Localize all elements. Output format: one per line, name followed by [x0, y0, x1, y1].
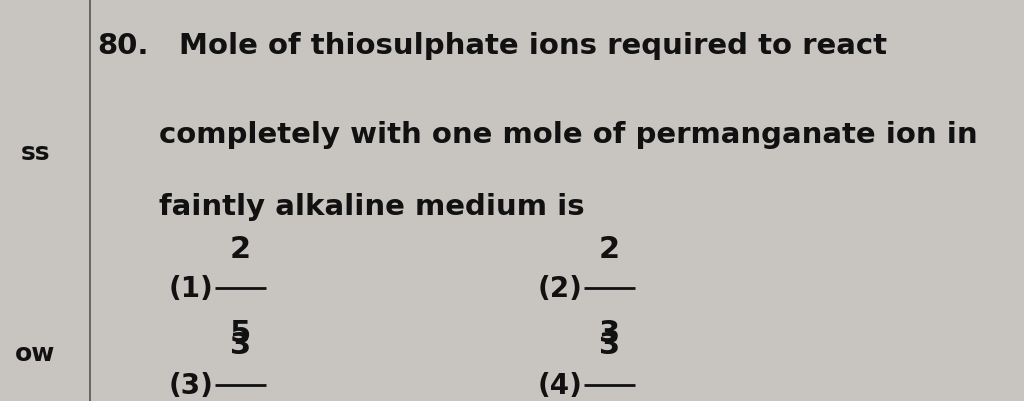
Text: ss: ss: [20, 140, 50, 164]
Text: 3: 3: [599, 318, 620, 347]
Text: (1): (1): [169, 275, 214, 303]
Text: (4): (4): [538, 371, 583, 399]
Text: ow: ow: [15, 341, 55, 365]
Text: (3): (3): [169, 371, 214, 399]
Text: 2: 2: [599, 234, 620, 263]
Text: Mole of thiosulphate ions required to react: Mole of thiosulphate ions required to re…: [179, 32, 887, 60]
Text: 2: 2: [230, 234, 251, 263]
Text: 3: 3: [599, 330, 620, 359]
Text: 3: 3: [230, 330, 251, 359]
Text: 80.: 80.: [97, 32, 148, 60]
Text: (2): (2): [538, 275, 583, 303]
Text: faintly alkaline medium is: faintly alkaline medium is: [159, 192, 585, 221]
Text: 5: 5: [230, 318, 251, 347]
Text: completely with one mole of permanganate ion in: completely with one mole of permanganate…: [159, 120, 977, 148]
